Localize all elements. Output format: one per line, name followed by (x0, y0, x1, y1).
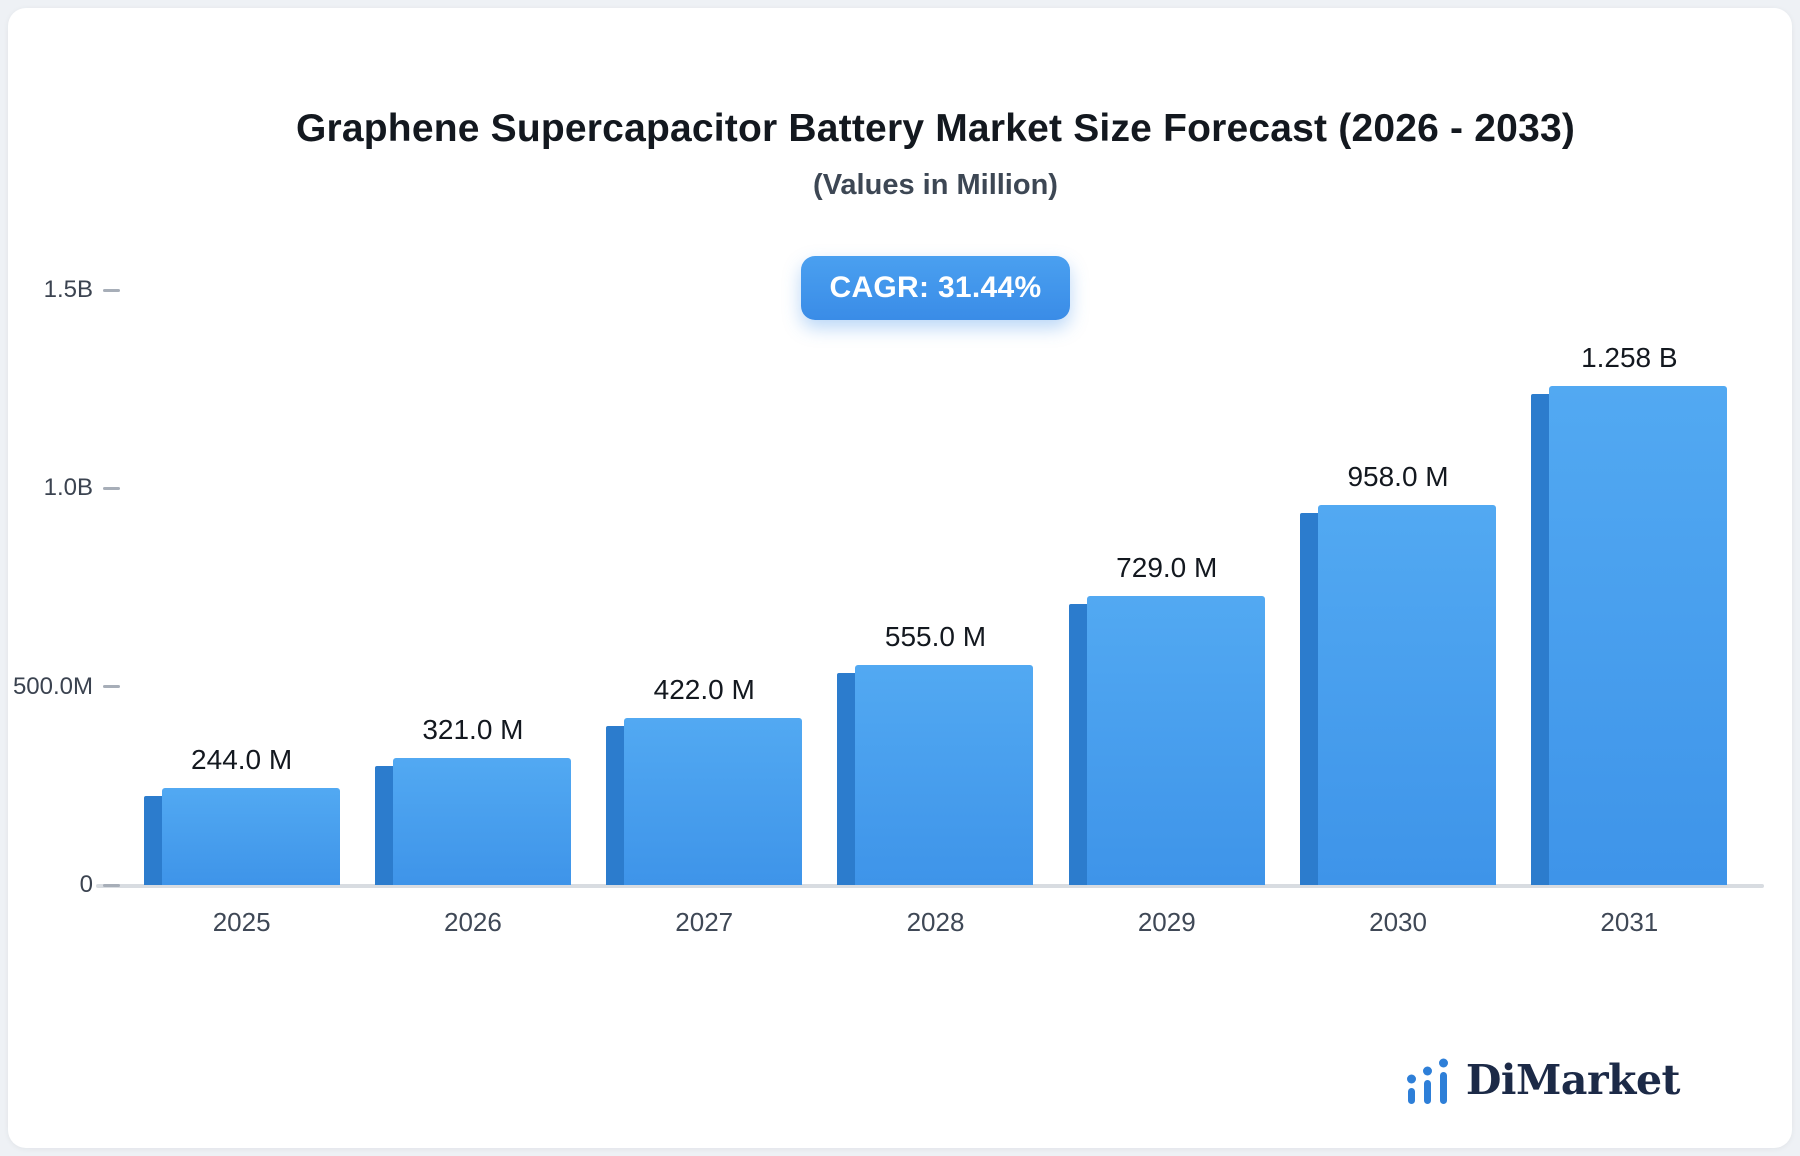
x-axis: 2025 2026 2027 2028 2029 2030 2031 (126, 907, 1745, 938)
y-tick-label: 500.0M (12, 672, 93, 700)
x-axis-label: 2028 (906, 907, 965, 937)
bar-front-face (161, 788, 340, 885)
x-axis-label: 2031 (1600, 907, 1659, 937)
chart-header: Graphene Supercapacitor Battery Market S… (126, 8, 1745, 202)
y-tick-line (103, 883, 120, 887)
bar-value-label: 958.0 M (1347, 461, 1449, 492)
bar-front-face (855, 664, 1034, 885)
bar-front-face (1318, 505, 1497, 885)
bar-front-face (392, 757, 571, 885)
bar-group: 958.0 M (1282, 290, 1513, 885)
bar-front-face (1086, 595, 1265, 885)
bar-side-face (1531, 394, 1550, 885)
bar: 555.0 M (837, 621, 1034, 885)
y-tick-label: 1.5B (43, 276, 93, 303)
bar-group: 244.0 M (126, 290, 357, 885)
x-axis-label: 2030 (1369, 907, 1427, 937)
y-tick: 1.0B (44, 474, 120, 502)
x-axis-label: 2027 (675, 907, 734, 937)
bar-side-face (606, 725, 625, 885)
y-tick: 500.0M (13, 673, 120, 701)
bar-side-face (1300, 513, 1319, 885)
bar-value-label: 321.0 M (422, 713, 524, 745)
cagr-badge-wrap: CAGR: 31.44% (126, 256, 1745, 320)
y-tick-line (103, 288, 120, 292)
y-tick: 1.5B (44, 276, 120, 304)
y-tick: 0 (80, 871, 120, 899)
cagr-badge: CAGR: 31.44% (801, 256, 1070, 320)
bar-front-face (624, 717, 803, 885)
bar-chart-icon (1406, 1058, 1448, 1104)
y-axis: 1.5B 1.0B 500.0M 0 (8, 276, 120, 898)
y-tick-line (103, 685, 120, 689)
bar-value-label: 244.0 M (191, 744, 293, 776)
x-axis-label: 2029 (1137, 907, 1196, 937)
bar-side-face (143, 796, 162, 885)
dimarket-logo: DiMarket (1405, 1054, 1681, 1106)
chart-card: Graphene Supercapacitor Battery Market S… (8, 8, 1792, 1148)
x-axis-label: 2026 (444, 907, 502, 937)
chart-title: Graphene Supercapacitor Battery Market S… (295, 107, 1576, 150)
bar-side-face (1068, 603, 1087, 885)
bar: 422.0 M (606, 674, 803, 885)
bar-group: 729.0 M (1051, 290, 1282, 885)
bar-front-face (1549, 386, 1728, 885)
bar-group: 422.0 M (589, 290, 820, 885)
bar: 958.0 M (1300, 461, 1497, 885)
y-tick-label: 1.0B (43, 474, 93, 502)
bar: 244.0 M (143, 744, 340, 885)
bar-group: 555.0 M (820, 290, 1051, 885)
bar: 1.258 B (1531, 342, 1728, 885)
bar-side-face (837, 672, 856, 885)
bar-value-label: 422.0 M (653, 673, 755, 705)
bars: 244.0 M 321.0 M 422.0 M 555.0 M 729.0 M 958.0… (126, 290, 1745, 885)
bar-side-face (374, 765, 393, 885)
bar-value-label: 729.0 M (1116, 551, 1218, 583)
logo-text: DiMarket (1465, 1056, 1681, 1104)
bar-group: 321.0 M (357, 290, 588, 885)
bar-value-label: 1.258 B (1581, 342, 1678, 373)
plot-area: 244.0 M 321.0 M 422.0 M 555.0 M 729.0 M 958.0… (126, 290, 1745, 885)
bar: 729.0 M (1068, 552, 1265, 885)
bar-value-label: 555.0 M (884, 620, 987, 652)
x-axis-label: 2025 (212, 907, 271, 937)
chart-subtitle: (Values in Million) (813, 169, 1058, 201)
y-tick-line (103, 486, 120, 490)
y-tick-label: 0 (79, 871, 93, 898)
bar-group: 1.258 B (1514, 290, 1745, 885)
bar: 321.0 M (374, 714, 571, 885)
x-axis-baseline (96, 884, 1764, 888)
